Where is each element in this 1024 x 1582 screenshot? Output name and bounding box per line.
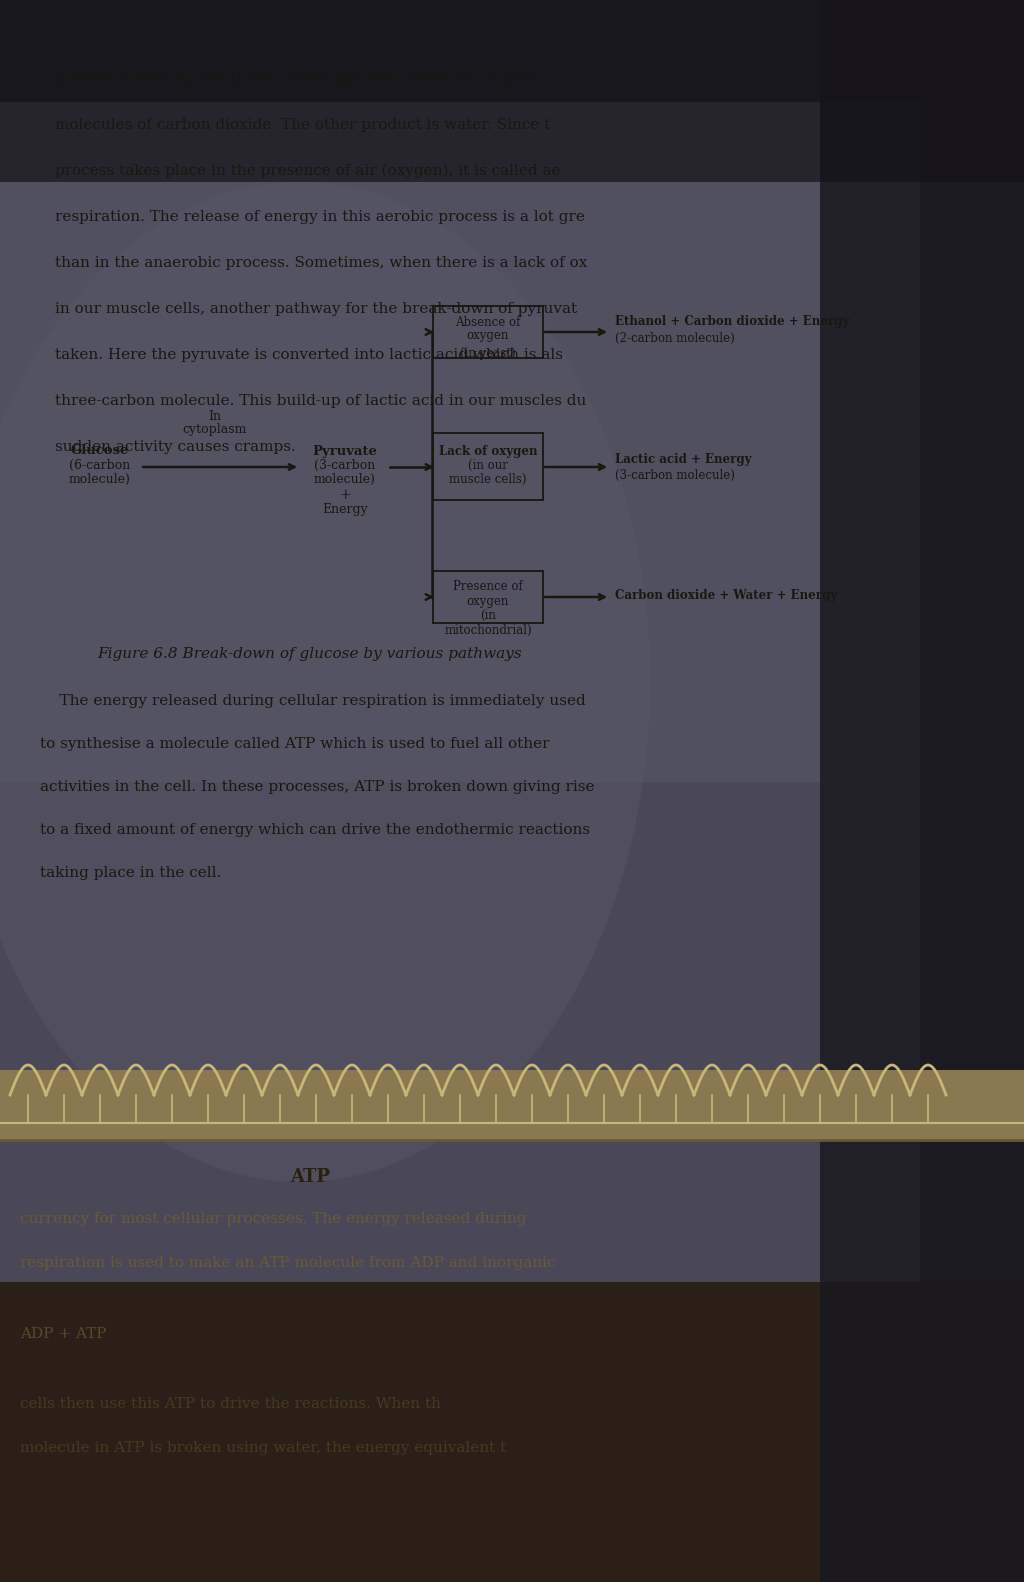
Text: muscle cells): muscle cells) [450, 473, 526, 486]
Text: molecule): molecule) [314, 473, 376, 486]
Text: than in the anaerobic process. Sometimes, when there is a lack of ox: than in the anaerobic process. Sometimes… [55, 256, 588, 271]
Bar [0, 0, 1024, 182]
Text: mitochondrial): mitochondrial) [444, 623, 531, 636]
Text: cytoplasm: cytoplasm [183, 424, 247, 437]
Text: taken. Here the pyruvate is converted into lactic acid which is als: taken. Here the pyruvate is converted in… [55, 348, 563, 362]
Text: Lack of oxygen: Lack of oxygen [438, 445, 538, 457]
Ellipse shape [0, 182, 650, 1182]
Text: oxygen: oxygen [467, 595, 509, 607]
Bar [0, 112, 920, 1462]
Text: molecules of carbon dioxide. The other product is water. Since t: molecules of carbon dioxide. The other p… [55, 119, 550, 131]
Text: respiration is used to make an ATP molecule from ADP and inorganic: respiration is used to make an ATP molec… [20, 1256, 555, 1270]
Text: +: + [339, 487, 351, 501]
Text: respiration. The release of energy in this aerobic process is a lot gre: respiration. The release of energy in th… [55, 210, 585, 225]
Text: Carbon dioxide + Water + Energy: Carbon dioxide + Water + Energy [615, 589, 838, 601]
Text: ADP + ATP: ADP + ATP [20, 1327, 106, 1342]
Bar [0, 101, 920, 782]
Text: to synthesise a molecule called ATP which is used to fuel all other: to synthesise a molecule called ATP whic… [40, 737, 550, 751]
Bar [0, 1069, 1024, 1141]
Text: (2-carbon molecule): (2-carbon molecule) [615, 332, 735, 345]
Text: process takes place in the presence of air (oxygen), it is called ae: process takes place in the presence of a… [55, 165, 560, 179]
Text: currency for most cellular processes. The energy released during: currency for most cellular processes. Th… [20, 1212, 526, 1226]
Text: (3-carbon: (3-carbon [314, 459, 376, 471]
Text: Presence of: Presence of [454, 581, 523, 593]
Bar [0, 1281, 1024, 1582]
Text: (in: (in [480, 609, 496, 622]
Text: Glucose: Glucose [71, 445, 129, 457]
Text: Figure 6.8 Break-down of glucose by various pathways: Figure 6.8 Break-down of glucose by vari… [97, 647, 522, 661]
Text: activities in the cell. In these processes, ATP is broken down giving rise: activities in the cell. In these process… [40, 780, 595, 794]
Text: Pyruvate: Pyruvate [312, 445, 378, 457]
Text: Ethanol + Carbon dioxide + Energy: Ethanol + Carbon dioxide + Energy [615, 315, 849, 329]
Text: Energy: Energy [323, 503, 368, 516]
Text: cells then use this ATP to drive the reactions. When th: cells then use this ATP to drive the rea… [20, 1397, 441, 1411]
Text: ATP: ATP [290, 1168, 330, 1186]
Text: in our muscle cells, another pathway for the break-down of pyruvat: in our muscle cells, another pathway for… [55, 302, 578, 316]
Text: to a fixed amount of energy which can drive the endothermic reactions: to a fixed amount of energy which can dr… [40, 823, 590, 837]
Text: molecule): molecule) [69, 473, 131, 486]
Text: In: In [209, 410, 221, 424]
Text: (in yeast): (in yeast) [460, 348, 516, 361]
Text: Lactic acid + Energy: Lactic acid + Energy [615, 452, 752, 465]
Text: The energy released during cellular respiration is immediately used: The energy released during cellular resp… [40, 694, 586, 709]
Text: Absence of: Absence of [456, 315, 520, 329]
Text: sudden activity causes cramps.: sudden activity causes cramps. [55, 440, 296, 454]
Text: oxygen: oxygen [467, 329, 509, 342]
Bar [820, 0, 1024, 1582]
Text: molecule in ATP is broken using water, the energy equivalent t: molecule in ATP is broken using water, t… [20, 1441, 506, 1455]
Text: taking place in the cell.: taking place in the cell. [40, 865, 221, 880]
Text: three-carbon molecule. This build-up of lactic acid in our muscles du: three-carbon molecule. This build-up of … [55, 394, 587, 408]
Text: (6-carbon: (6-carbon [70, 459, 131, 471]
Text: (3-carbon molecule): (3-carbon molecule) [615, 468, 735, 481]
Text: (in our: (in our [468, 459, 508, 471]
Text: process breaks up the three-carbon pyruvate molecule to give: process breaks up the three-carbon pyruv… [55, 73, 536, 85]
